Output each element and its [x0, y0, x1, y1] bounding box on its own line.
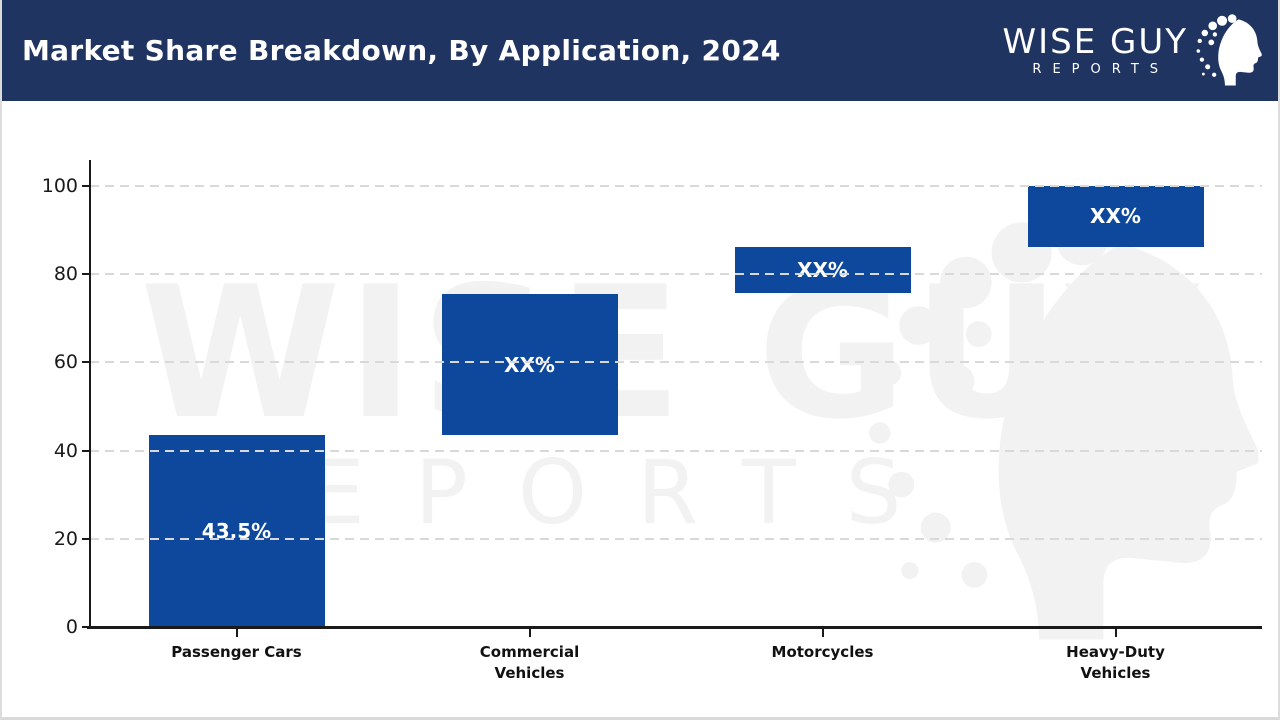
gridline — [90, 273, 1262, 276]
y-tick-mark — [82, 361, 90, 364]
x-category-label-line: Heavy-Duty — [1066, 643, 1165, 661]
y-tick-label: 60 — [53, 351, 78, 374]
y-tick-mark — [82, 273, 90, 276]
bar-value-label: XX% — [797, 257, 848, 282]
x-category-label: Heavy-Duty Vehicles — [1001, 642, 1231, 684]
x-category-label-line: Passenger Cars — [171, 643, 302, 661]
x-tick-mark — [528, 629, 531, 637]
brand-face-icon — [1196, 13, 1262, 86]
bar-value-label: XX% — [504, 352, 555, 377]
x-axis-line — [87, 626, 1262, 629]
bar-4: XX% — [1027, 186, 1204, 247]
bar-2: XX% — [441, 294, 618, 436]
bar-3: XX% — [734, 246, 911, 294]
brand-logo: WISE GUY REPORTS — [1002, 11, 1266, 91]
y-tick-label: 40 — [53, 439, 78, 462]
gridline — [90, 361, 1262, 364]
x-category-label-line: Vehicles — [494, 664, 565, 682]
x-category-label: Passenger Cars — [122, 642, 352, 663]
gridline — [90, 185, 1262, 187]
y-tick-mark — [82, 449, 90, 452]
y-tick-label: 20 — [53, 527, 78, 550]
y-tick-label: 0 — [65, 616, 78, 638]
x-category-label-line: Commercial — [479, 643, 580, 661]
x-category-label: Motorcycles — [708, 642, 938, 663]
y-tick-label: 80 — [53, 263, 78, 286]
watermark-face-icon — [869, 218, 1259, 640]
y-tick-mark — [82, 626, 90, 628]
brand-name: WISE GUY — [1002, 22, 1188, 62]
y-axis-line — [89, 160, 91, 629]
gridline — [90, 537, 1262, 540]
x-category-label-line: Motorcycles — [771, 643, 874, 661]
chart-plot-area: 0 20 40 60 80 100 43.5% Passenger Cars XX% Commer… — [2, 101, 1278, 717]
y-tick-label: 100 — [41, 175, 78, 197]
x-tick-mark — [821, 629, 824, 637]
bar-1: 43.5% — [148, 435, 325, 627]
brand-subtitle: REPORTS — [1032, 62, 1170, 77]
x-tick-mark — [235, 629, 238, 637]
y-tick-mark — [82, 537, 90, 540]
brand-logo-text: WISE GUY REPORTS — [1002, 24, 1188, 77]
bar-value-label: XX% — [1090, 204, 1141, 229]
gridline — [90, 449, 1262, 452]
page-title: Market Share Breakdown, By Application, … — [22, 34, 781, 67]
x-tick-mark — [1114, 629, 1117, 637]
header-bar: Market Share Breakdown, By Application, … — [2, 0, 1278, 101]
x-category-label-line: Vehicles — [1080, 664, 1151, 682]
y-tick-mark — [82, 185, 90, 187]
x-category-label: Commercial Vehicles — [415, 642, 645, 684]
